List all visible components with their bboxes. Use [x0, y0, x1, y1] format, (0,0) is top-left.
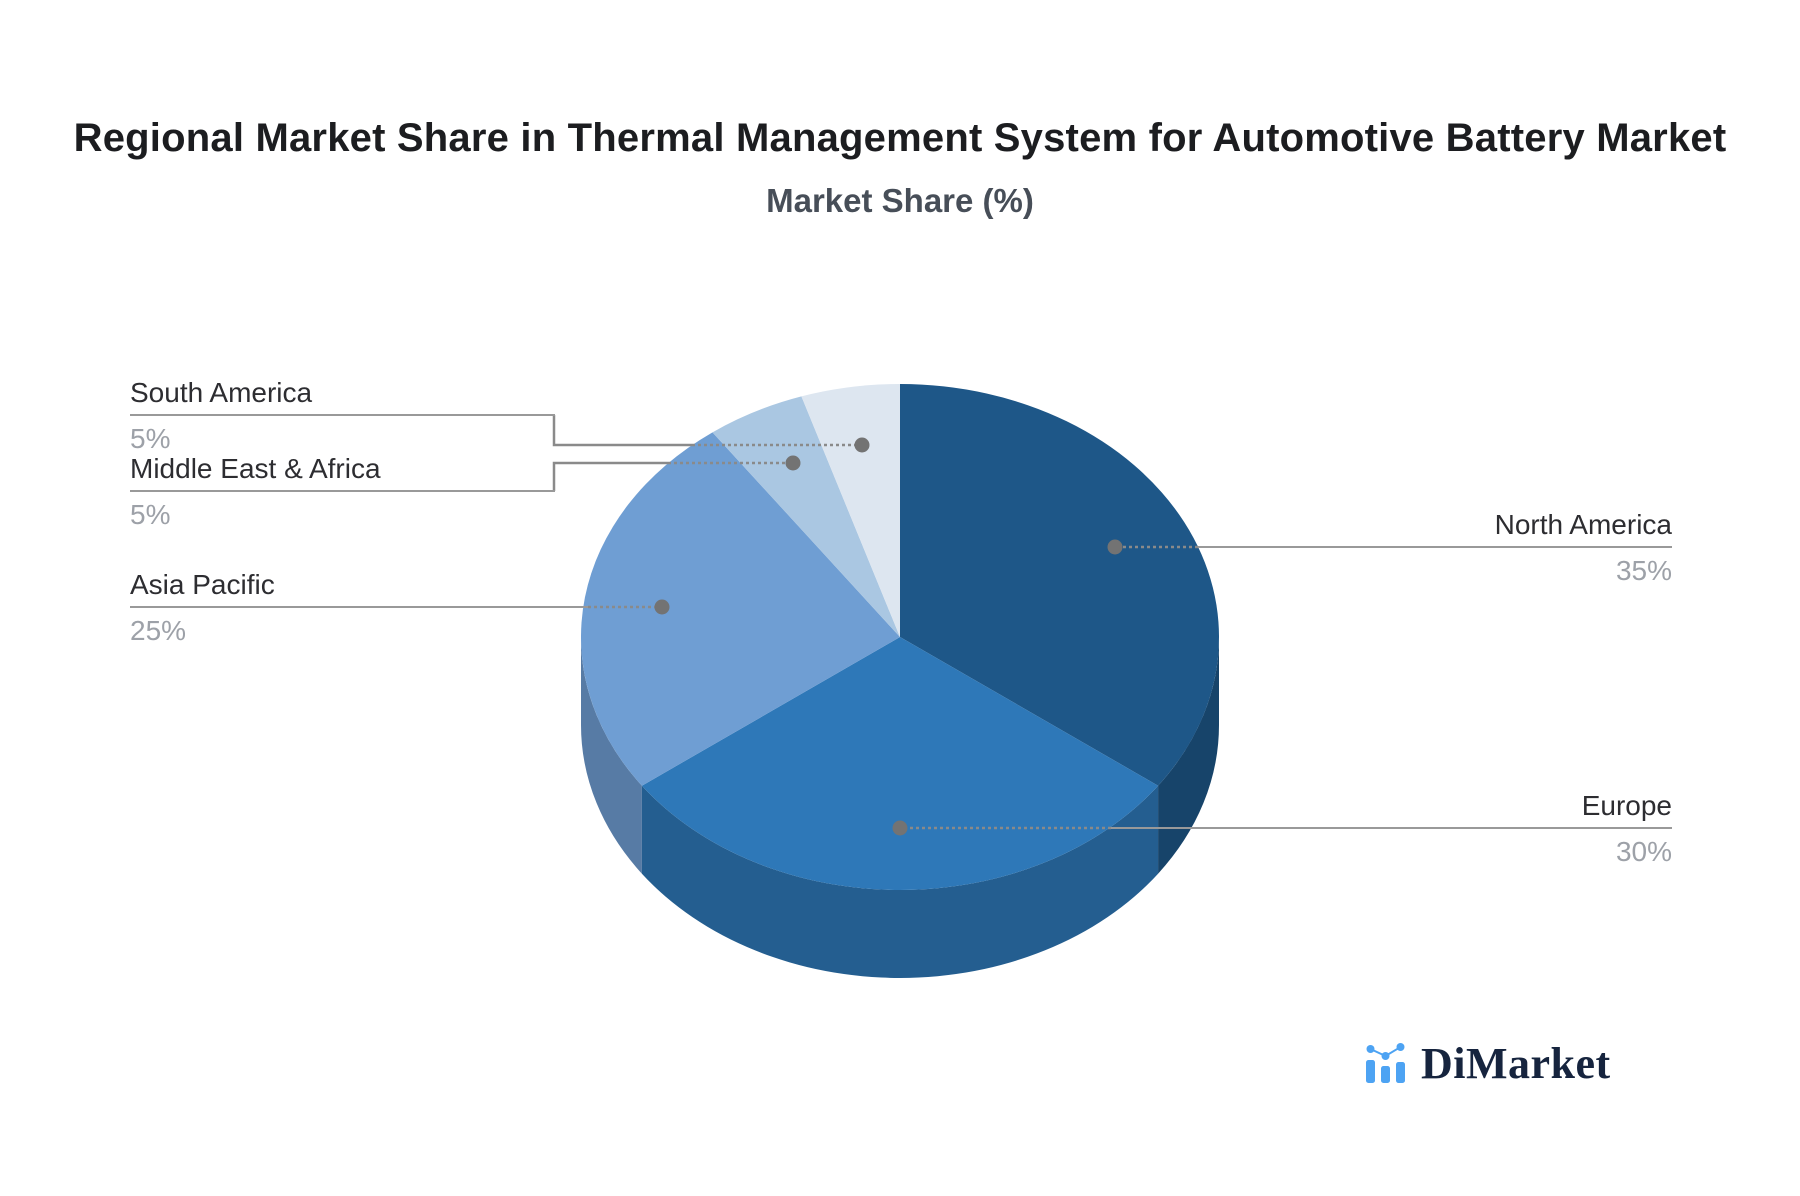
callout-south-america: South America 5%	[130, 376, 555, 456]
leader-dot-middle-east-africa	[785, 455, 801, 471]
slice-label: North America	[1198, 508, 1672, 548]
slice-percent: 5%	[130, 499, 171, 530]
leader-dot-europe	[892, 820, 908, 836]
pie-slice-middle-east-africa[interactable]	[712, 396, 900, 637]
pie-slice-south-america[interactable]	[801, 384, 900, 637]
pie-slice-side-asia-pacific	[581, 637, 642, 874]
pie-slice-europe[interactable]	[641, 637, 1159, 890]
slice-percent: 25%	[130, 615, 187, 646]
slice-percent: 5%	[130, 423, 171, 454]
slice-label: Europe	[1111, 789, 1672, 829]
chart-subtitle: Market Share (%)	[766, 182, 1034, 219]
leader-dot-south-america	[854, 437, 870, 453]
slice-label: South America	[130, 376, 555, 416]
callout-asia-pacific: Asia Pacific 25%	[130, 568, 588, 648]
leader-dot-north-america	[1107, 539, 1123, 555]
callout-north-america: North America 35%	[1198, 508, 1672, 588]
dimarket-logo: DiMarket	[1364, 1038, 1611, 1089]
bar-line-chart-icon	[1366, 1042, 1405, 1083]
pie-slice-side-europe	[641, 785, 1159, 978]
slice-percent: 35%	[1615, 555, 1672, 586]
leader-dot-asia-pacific	[654, 599, 670, 615]
leader-line-middle-east-africa	[552, 461, 668, 491]
pie-slice-north-america[interactable]	[900, 384, 1219, 786]
pie-slice-asia-pacific[interactable]	[581, 432, 900, 786]
callout-europe: Europe 30%	[1111, 789, 1672, 869]
logo-text: DiMarket	[1421, 1039, 1611, 1088]
chart-title: Regional Market Share in Thermal Managem…	[73, 116, 1727, 160]
leader-line-south-america	[552, 415, 692, 447]
slice-percent: 30%	[1615, 836, 1672, 867]
callout-middle-east-africa: Middle East & Africa 5%	[130, 452, 555, 532]
slice-label: Asia Pacific	[130, 568, 588, 608]
slice-label: Middle East & Africa	[130, 452, 555, 492]
pie-slice-side-north-america	[1158, 637, 1219, 874]
